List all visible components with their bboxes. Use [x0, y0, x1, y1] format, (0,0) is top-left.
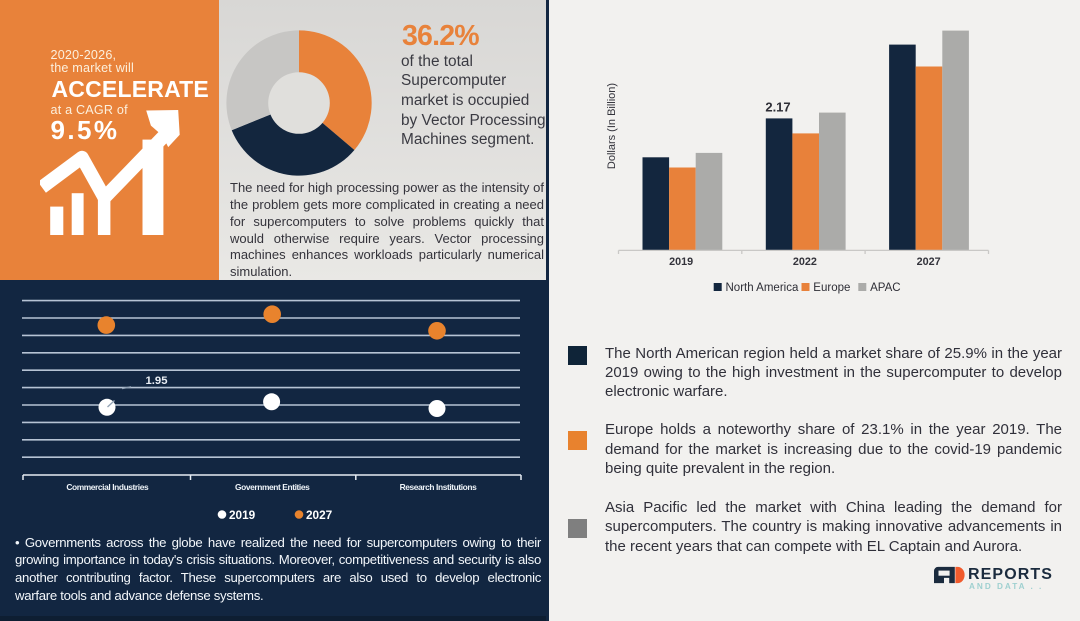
- svg-text:2.17: 2.17: [765, 100, 790, 115]
- svg-text:2019: 2019: [229, 508, 256, 522]
- svg-text:2027: 2027: [916, 256, 940, 268]
- svg-text:1.95: 1.95: [146, 375, 168, 387]
- svg-text:Europe: Europe: [813, 282, 850, 294]
- svg-text:2019: 2019: [669, 256, 693, 268]
- svg-text:2027: 2027: [306, 508, 333, 522]
- svg-text:Dollars (In Billion): Dollars (In Billion): [606, 83, 618, 169]
- svg-text:Research Institutions: Research Institutions: [400, 482, 478, 492]
- svg-text:North America: North America: [725, 282, 798, 294]
- svg-text:Commercial Industries: Commercial Industries: [66, 482, 149, 492]
- svg-text:2022: 2022: [792, 256, 816, 268]
- svg-text:APAC: APAC: [870, 282, 900, 294]
- svg-text:Government Entities: Government Entities: [235, 482, 310, 492]
